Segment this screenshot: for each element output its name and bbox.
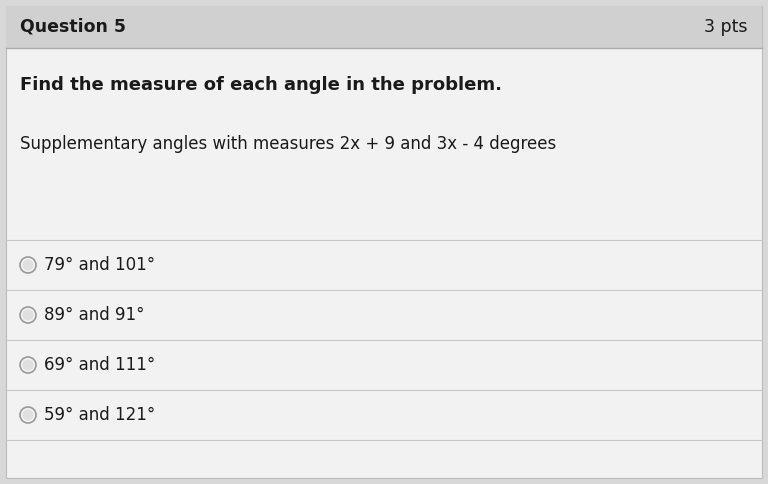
Text: Find the measure of each angle in the problem.: Find the measure of each angle in the pr… — [20, 76, 502, 94]
Text: 89° and 91°: 89° and 91° — [44, 306, 144, 324]
Circle shape — [20, 257, 36, 273]
Circle shape — [22, 409, 34, 421]
Text: Question 5: Question 5 — [20, 18, 126, 36]
Text: 59° and 121°: 59° and 121° — [44, 406, 155, 424]
Text: 69° and 111°: 69° and 111° — [44, 356, 155, 374]
Text: 3 pts: 3 pts — [704, 18, 748, 36]
Circle shape — [22, 360, 34, 370]
Circle shape — [20, 357, 36, 373]
Text: 79° and 101°: 79° and 101° — [44, 256, 155, 274]
Circle shape — [20, 307, 36, 323]
Bar — [6, 6, 762, 48]
Circle shape — [20, 407, 36, 423]
Text: Supplementary angles with measures 2x + 9 and 3x - 4 degrees: Supplementary angles with measures 2x + … — [20, 135, 556, 153]
Circle shape — [22, 259, 34, 271]
Circle shape — [22, 309, 34, 320]
